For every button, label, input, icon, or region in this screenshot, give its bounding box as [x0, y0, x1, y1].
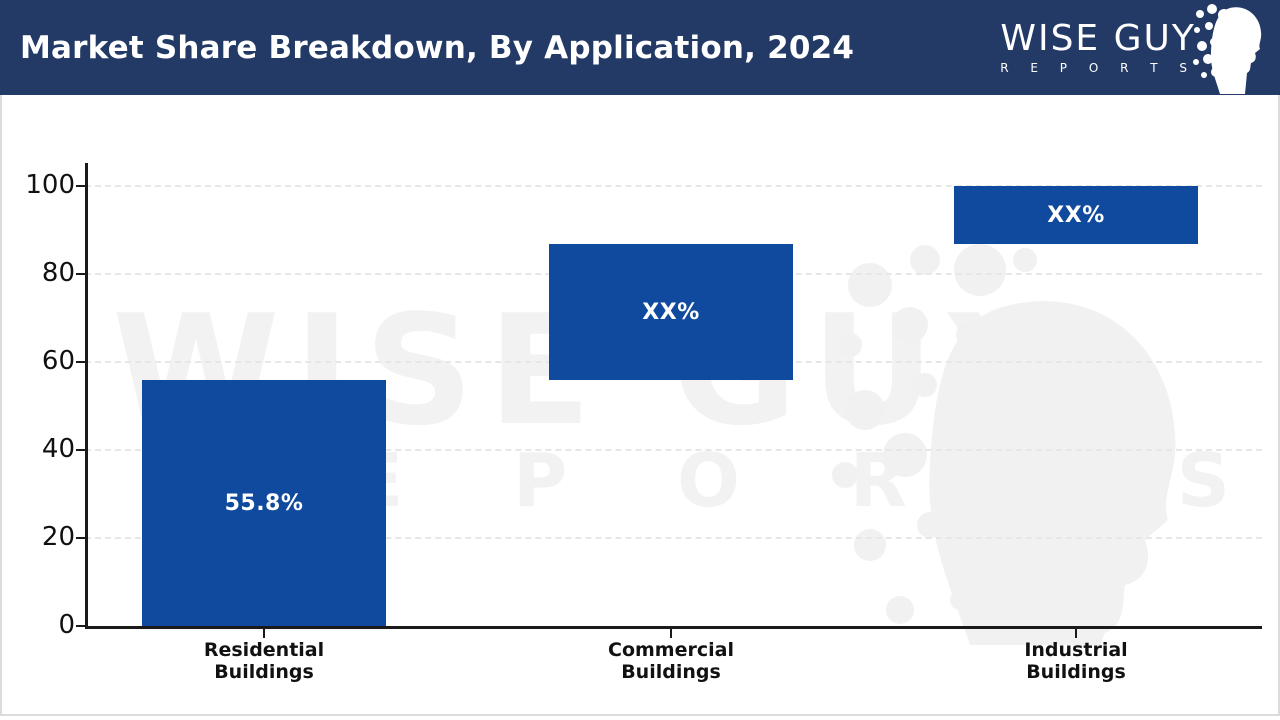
- chart-title: Market Share Breakdown, By Application, …: [20, 29, 855, 66]
- y-axis-tick-label: 0: [58, 610, 75, 640]
- dotted-face-profile-icon: [1193, 3, 1262, 94]
- bar-segment: 55.8%: [142, 380, 386, 626]
- y-axis-tick-label: 100: [25, 170, 75, 200]
- logo-subtitle: R E P O R T S: [1000, 61, 1196, 75]
- y-axis-tick: [76, 537, 85, 539]
- gridline: [85, 185, 1262, 187]
- bar-value-label: 55.8%: [224, 490, 304, 516]
- bar-value-label: XX%: [1047, 202, 1105, 228]
- y-axis-tick-label: 40: [41, 434, 75, 464]
- y-axis-tick-label: 60: [41, 346, 75, 376]
- bar-segment: XX%: [954, 186, 1198, 245]
- x-axis-category-label: Commercial Buildings: [608, 639, 734, 683]
- header-band: Market Share Breakdown, By Application, …: [0, 0, 1280, 95]
- y-axis-tick: [76, 185, 85, 187]
- y-axis-tick: [76, 361, 85, 363]
- x-axis-tick: [670, 629, 672, 638]
- y-axis-tick-label: 20: [41, 522, 75, 552]
- y-axis-tick: [76, 273, 85, 275]
- x-axis-tick: [1075, 629, 1077, 638]
- bar-segment: XX%: [549, 244, 793, 381]
- wise-guy-reports-logo: WISE GUY R E P O R T S: [1000, 0, 1268, 95]
- watermark-dotted-face-icon: [832, 244, 1176, 645]
- x-axis-line: [85, 626, 1262, 629]
- x-axis-category-label: Residential Buildings: [203, 639, 325, 683]
- x-axis-category-label: Industrial Buildings: [1024, 639, 1128, 683]
- logo-text: WISE GUY R E P O R T S: [1000, 18, 1196, 76]
- y-axis-line: [85, 163, 88, 629]
- x-axis-tick: [263, 629, 265, 638]
- gridline: [85, 537, 1262, 539]
- gridline: [85, 449, 1262, 451]
- y-axis-tick: [76, 625, 85, 627]
- y-axis-tick: [76, 449, 85, 451]
- y-axis-tick-label: 80: [41, 258, 75, 288]
- logo-wordmark: WISE GUY: [1000, 18, 1196, 59]
- bar-value-label: XX%: [642, 299, 700, 325]
